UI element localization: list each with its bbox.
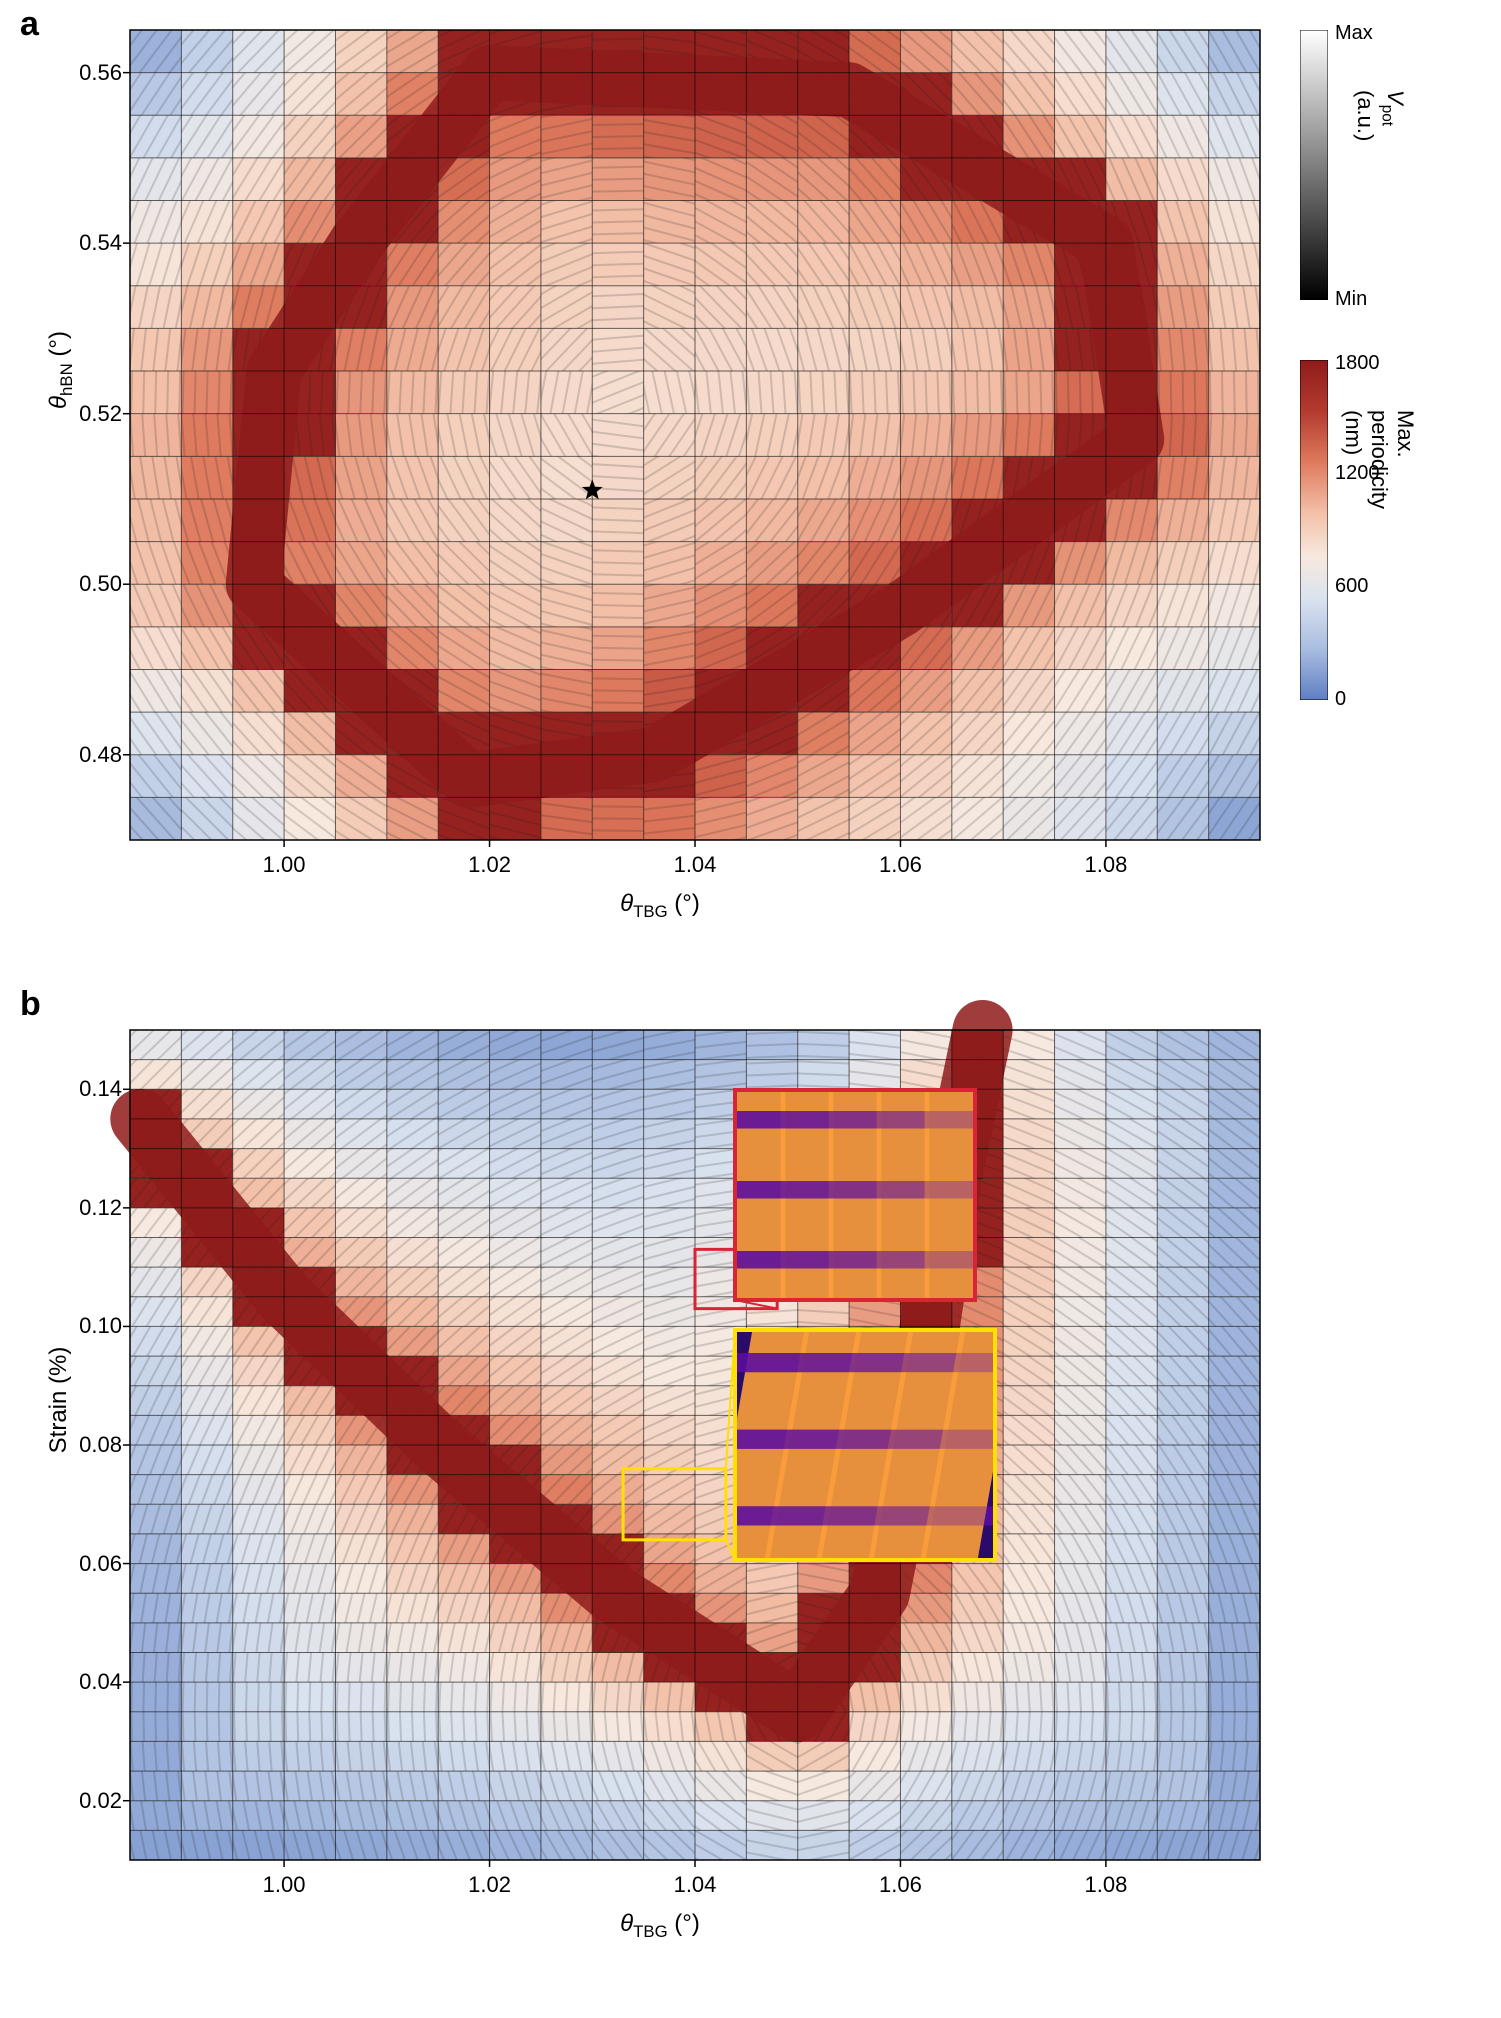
colorbar-periodicity: [1300, 360, 1328, 700]
panel-a-xtick: 1.00: [263, 852, 306, 878]
colorbar-periodicity-tick-1800: 1800: [1335, 352, 1380, 375]
panel-label-a: a: [20, 5, 39, 44]
panel-b-ytick: 0.10: [72, 1313, 122, 1339]
panel-b-ytick: 0.14: [72, 1076, 122, 1102]
panel-b-svg: [130, 1030, 1260, 1860]
panel-a-xtick: 1.04: [674, 852, 717, 878]
panel-b-xtick: 1.06: [879, 1872, 922, 1898]
panel-a-ylabel: θhBN (°): [45, 220, 77, 520]
panel-b-ylabel: Strain (%): [45, 1300, 73, 1500]
panel-a-ytick: 0.54: [72, 230, 122, 256]
colorbar-periodicity-tick-600: 600: [1335, 575, 1368, 598]
panel-b-ytick: 0.12: [72, 1195, 122, 1221]
panel-a-plot: [130, 30, 1260, 840]
panel-a-xtick: 1.06: [879, 852, 922, 878]
colorbar-vpot-label: Vpot (a.u.): [1352, 90, 1408, 183]
panel-a-xlabel: θTBG (°): [560, 890, 760, 922]
panel-a-ytick: 0.52: [72, 401, 122, 427]
colorbar-vpot: [1300, 30, 1328, 300]
panel-b-xtick: 1.04: [674, 1872, 717, 1898]
panel-a-xtick: 1.02: [468, 852, 511, 878]
panel-b-plot: [130, 1030, 1260, 1860]
panel-label-b: b: [20, 985, 41, 1024]
colorbar-periodicity-tick-0: 0: [1335, 688, 1346, 711]
colorbar-periodicity-svg: [1300, 360, 1328, 700]
panel-a-xtick: 1.08: [1084, 852, 1127, 878]
panel-a-ytick: 0.56: [72, 60, 122, 86]
panel-b-xtick: 1.08: [1084, 1872, 1127, 1898]
panel-a-svg: [130, 30, 1260, 840]
panel-b-ytick: 0.02: [72, 1788, 122, 1814]
figure: a θhBN (°) θTBG (°) Max Min Vpot (a.u.): [0, 0, 1501, 2018]
panel-b-ytick: 0.04: [72, 1669, 122, 1695]
panel-b-xtick: 1.02: [468, 1872, 511, 1898]
colorbar-vpot-tick-max: Max: [1335, 22, 1373, 45]
panel-b-xlabel: θTBG (°): [560, 1910, 760, 1942]
colorbar-periodicity-label: Max. periodicity (nm): [1340, 410, 1418, 509]
panel-b-ytick: 0.06: [72, 1551, 122, 1577]
colorbar-vpot-svg: [1300, 30, 1328, 300]
panel-a-ytick: 0.48: [72, 742, 122, 768]
panel-b-xtick: 1.00: [263, 1872, 306, 1898]
panel-b-ytick: 0.08: [72, 1432, 122, 1458]
colorbar-vpot-tick-min: Min: [1335, 288, 1367, 311]
panel-a-ytick: 0.50: [72, 571, 122, 597]
